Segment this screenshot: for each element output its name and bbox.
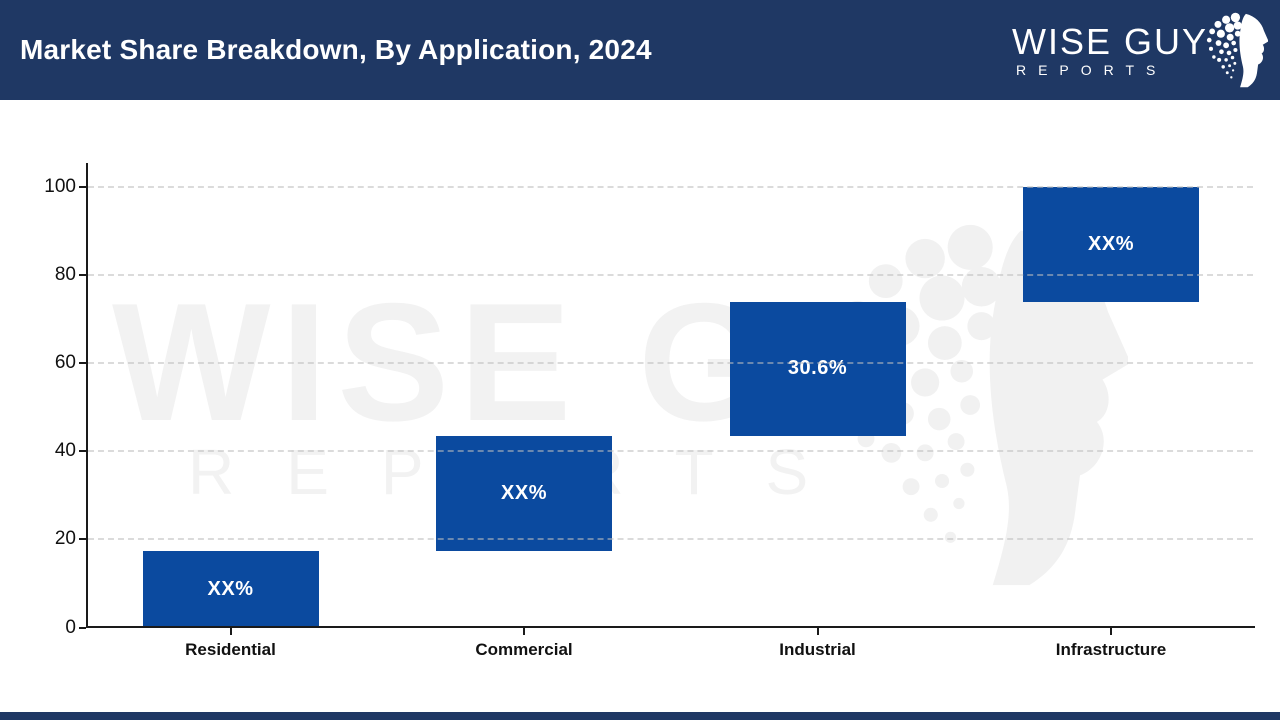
bar-industrial: 30.6% (729, 301, 906, 437)
y-tick-label: 40 (54, 440, 76, 462)
x-tick-label-industrial: Industrial (779, 640, 856, 659)
bar-value-label: 30.6% (787, 357, 848, 380)
y-tick-label: 60 (54, 352, 76, 374)
gridline (88, 538, 1253, 541)
y-axis-tick (79, 626, 86, 629)
y-axis-tick (79, 362, 86, 365)
y-axis-tick (79, 450, 86, 453)
bar-residential: XX% (142, 551, 319, 628)
wise-guy-logo: WISE GUY REPORTS (1012, 0, 1268, 100)
page-title: Market Share Breakdown, By Application, … (20, 34, 652, 65)
x-axis-tick (816, 628, 819, 635)
y-tick-label: 80 (54, 264, 76, 286)
x-axis (86, 626, 1255, 628)
bar-value-label: XX% (1088, 232, 1134, 255)
wise-guy-head-logo-icon (1206, 12, 1268, 88)
x-tick-label-infrastructure: Infrastructure (1055, 640, 1167, 659)
y-axis-tick (79, 186, 86, 188)
wise-guy-logo-text: WISE GUY REPORTS (1011, 20, 1208, 78)
x-axis-tick (523, 628, 525, 635)
y-tick-label: 100 (44, 176, 76, 197)
gridline (88, 274, 1253, 277)
x-tick-label-commercial: Commercial (475, 640, 573, 659)
gridline (88, 450, 1253, 453)
logo-wordmark: WISE GUY (1011, 20, 1208, 62)
bar-value-label: XX% (501, 482, 547, 505)
y-axis-tick (79, 538, 86, 541)
x-tick-label-residential: Residential (185, 640, 276, 659)
y-axis (86, 163, 88, 628)
footer-accent-bar (0, 712, 1280, 720)
logo-subtitle: REPORTS (1015, 61, 1168, 78)
y-tick-label: 0 (65, 616, 76, 638)
x-axis-tick (229, 628, 232, 635)
y-tick-label: 20 (54, 528, 76, 550)
gridline (88, 186, 1253, 188)
x-axis-tick (1110, 628, 1112, 635)
gridline (88, 362, 1253, 365)
market-share-chart: XX% XX% 30.6% XX% 0 20 40 60 80 100 Residential Co… (0, 100, 1280, 712)
bar-value-label: XX% (207, 577, 254, 600)
y-axis-tick (79, 274, 86, 277)
header-bar: Market Share Breakdown, By Application, … (0, 0, 1280, 100)
bar-infrastructure: XX% (1023, 187, 1199, 302)
bar-commercial: XX% (436, 436, 612, 552)
